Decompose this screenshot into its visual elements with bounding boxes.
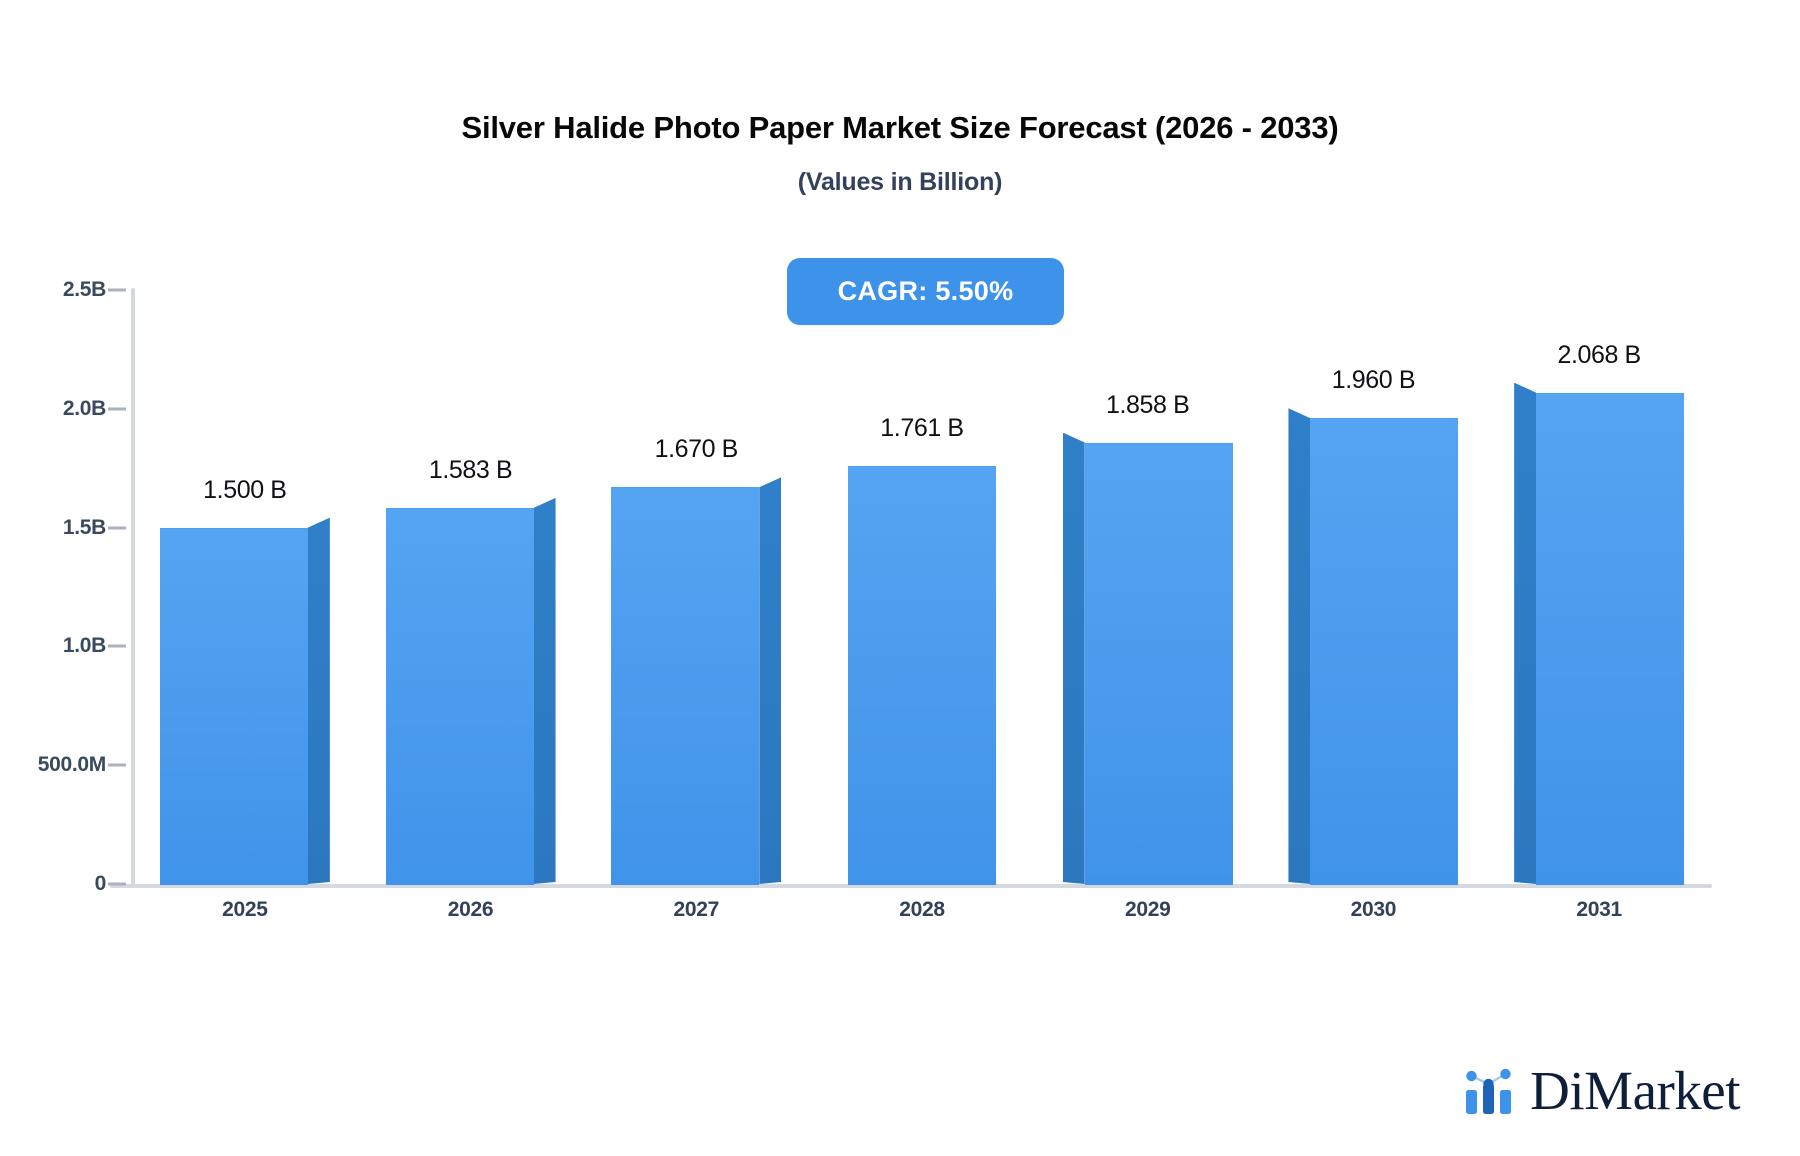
x-tick-label: 2025 [222,898,268,921]
x-tick-label: 2031 [1576,898,1622,921]
bar-front-face [1536,392,1685,885]
bar-value-label: 1.500 B [203,475,287,504]
bar-front-face [611,487,760,885]
chart-subtitle: (Values in Billion) [797,168,1003,196]
bar-side-face [759,477,781,884]
y-tick-mark [108,288,126,292]
x-tick-label: 2028 [899,898,945,921]
bar-front-face [159,527,308,885]
bar-side-face [1288,408,1310,884]
y-tick-mark [108,644,126,648]
y-tick-label: 1.0B [62,634,106,658]
x-axis-line [110,884,1712,888]
bar-value-label: 1.761 B [880,413,964,442]
bar-chart-icon [1466,1068,1512,1114]
chart-title: Silver Halide Photo Paper Market Size Fo… [461,110,1339,145]
brand-logo: DiMarket [1464,1063,1740,1118]
bar-value-label: 1.960 B [1331,366,1416,395]
cagr-badge: CAGR: 5.50% [787,258,1064,325]
y-tick-mark [108,526,126,530]
y-tick-mark [108,763,126,767]
y-tick-mark [108,407,126,411]
x-tick-label: 2027 [673,898,720,921]
y-tick-label: 2.0B [62,396,106,420]
bar-front-face [1084,442,1233,885]
bar-front-face [385,507,534,885]
y-axis-line [131,288,135,888]
y-tick-label: 500.0M [37,753,107,777]
bar-value-label: 1.670 B [654,435,739,464]
bar-value-label: 1.858 B [1106,390,1190,419]
y-tick-label: 0 [94,872,107,895]
x-tick-label: 2030 [1350,898,1397,921]
y-tick-mark [108,882,126,886]
brand-name: DiMarket [1530,1060,1740,1121]
bar-side-face [1063,433,1085,884]
x-tick-label: 2029 [1124,898,1171,921]
x-tick-label: 2026 [447,898,494,921]
y-tick-label: 2.5B [62,278,106,301]
bar-front-face [848,465,996,885]
y-tick-label: 1.5B [62,515,106,539]
bar-side-face [534,498,556,884]
bar-value-label: 1.583 B [428,455,513,484]
bar-front-face [1310,418,1459,885]
bar-value-label: 2.068 B [1557,340,1641,369]
bar-side-face [1514,383,1536,884]
bar-side-face [308,518,330,884]
